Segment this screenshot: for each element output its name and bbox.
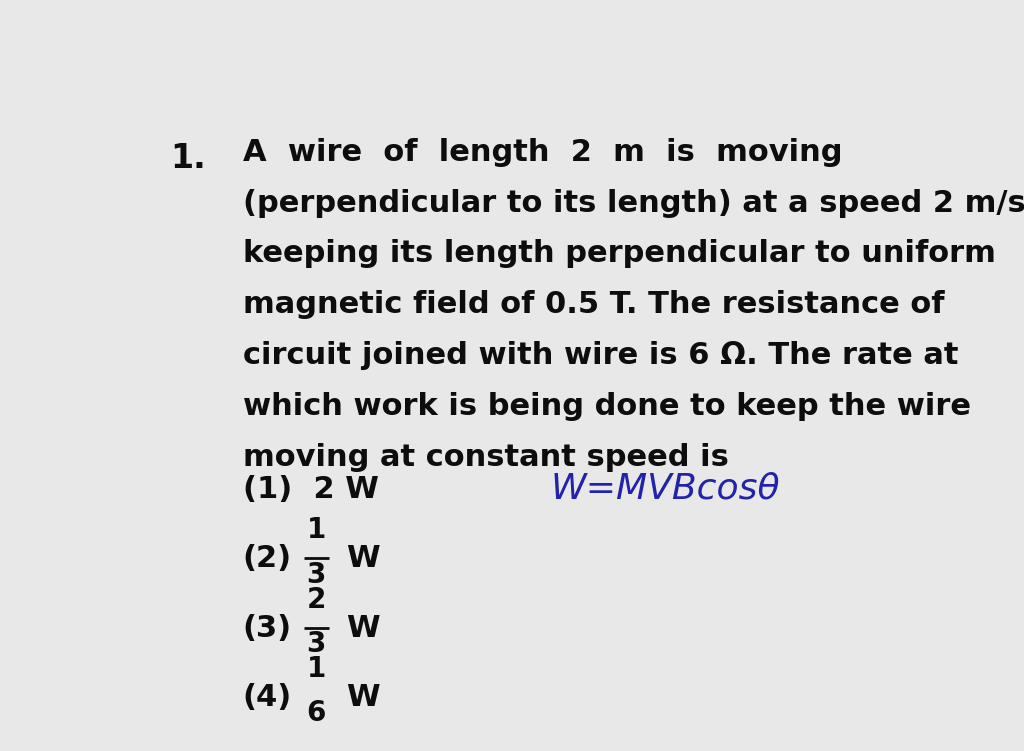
Text: W=MVBcosθ: W=MVBcosθ [550, 472, 780, 505]
Text: 6: 6 [306, 699, 326, 727]
Text: moving at constant speed is: moving at constant speed is [243, 443, 728, 472]
Text: circuit joined with wire is 6 Ω. The rate at: circuit joined with wire is 6 Ω. The rat… [243, 341, 958, 370]
Text: 1: 1 [307, 655, 326, 683]
Text: (1)  2 W: (1) 2 W [243, 475, 379, 504]
Text: (perpendicular to its length) at a speed 2 m/s: (perpendicular to its length) at a speed… [243, 189, 1024, 218]
Text: 1: 1 [307, 517, 326, 544]
Text: (4): (4) [243, 683, 292, 712]
Text: (3): (3) [243, 614, 292, 643]
Text: 3: 3 [306, 560, 326, 589]
Text: W: W [346, 614, 380, 643]
Text: 1.: 1. [171, 143, 207, 176]
Text: 2: 2 [306, 586, 326, 614]
Text: magnetic field of 0.5 T. The resistance of: magnetic field of 0.5 T. The resistance … [243, 291, 944, 319]
Text: keeping its length perpendicular to uniform: keeping its length perpendicular to unif… [243, 240, 995, 269]
Text: (2): (2) [243, 544, 292, 574]
Text: which work is being done to keep the wire: which work is being done to keep the wir… [243, 392, 971, 421]
Text: W: W [346, 544, 380, 574]
Text: W: W [346, 683, 380, 712]
Text: 3: 3 [306, 630, 326, 658]
Text: A  wire  of  length  2  m  is  moving: A wire of length 2 m is moving [243, 138, 842, 167]
